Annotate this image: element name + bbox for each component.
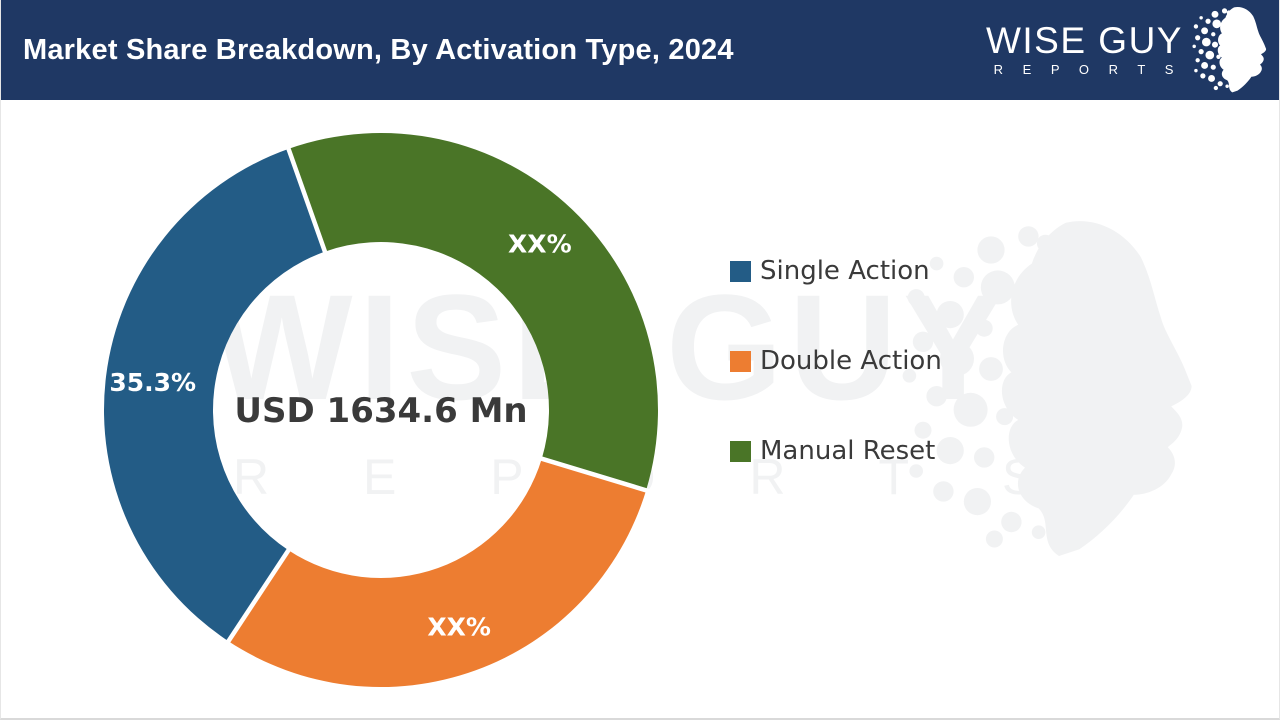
chart-area: WISE GUY R E P O R T S 35.3% XX% XX% USD 16… [1,100,1279,718]
donut-segment-label-double-action: XX% [427,612,491,641]
donut-segment-double-action [228,458,647,687]
segment-separator [224,545,293,646]
legend-swatch-icon [730,440,751,462]
brand-logo: WISE GUY R E P O R T S [986,5,1267,93]
legend-item-single-action: Single Action [730,256,942,286]
legend-label: Single Action [760,256,930,286]
chart-legend: Single Action Double Action Manual Reset [730,256,942,526]
donut-segment-label-manual-reset: XX% [508,230,572,259]
legend-label: Double Action [760,346,942,376]
donut-center-label: USD 1634.6 Mn [234,391,527,431]
brand-wordmark: WISE GUY R E P O R T S [985,19,1183,78]
segment-separator [537,455,651,494]
segment-separator [285,144,329,257]
brand-head-icon [1189,5,1267,93]
legend-swatch-icon [730,260,751,282]
donut-segment-single-action [104,148,325,642]
donut-chart: 35.3% XX% XX% USD 1634.6 Mn [104,133,658,687]
legend-label: Manual Reset [760,436,936,466]
legend-swatch-icon [730,350,751,372]
header-bar: Market Share Breakdown, By Activation Ty… [1,0,1279,100]
brand-subtitle: R E P O R T S [993,62,1182,78]
donut-segment-label-single-action: 35.3% [109,368,196,397]
legend-item-double-action: Double Action [730,346,942,376]
brand-name: WISE GUY [985,19,1183,61]
page-title: Market Share Breakdown, By Activation Ty… [23,33,734,66]
donut-segment-manual-reset [288,133,658,491]
legend-item-manual-reset: Manual Reset [730,436,942,466]
